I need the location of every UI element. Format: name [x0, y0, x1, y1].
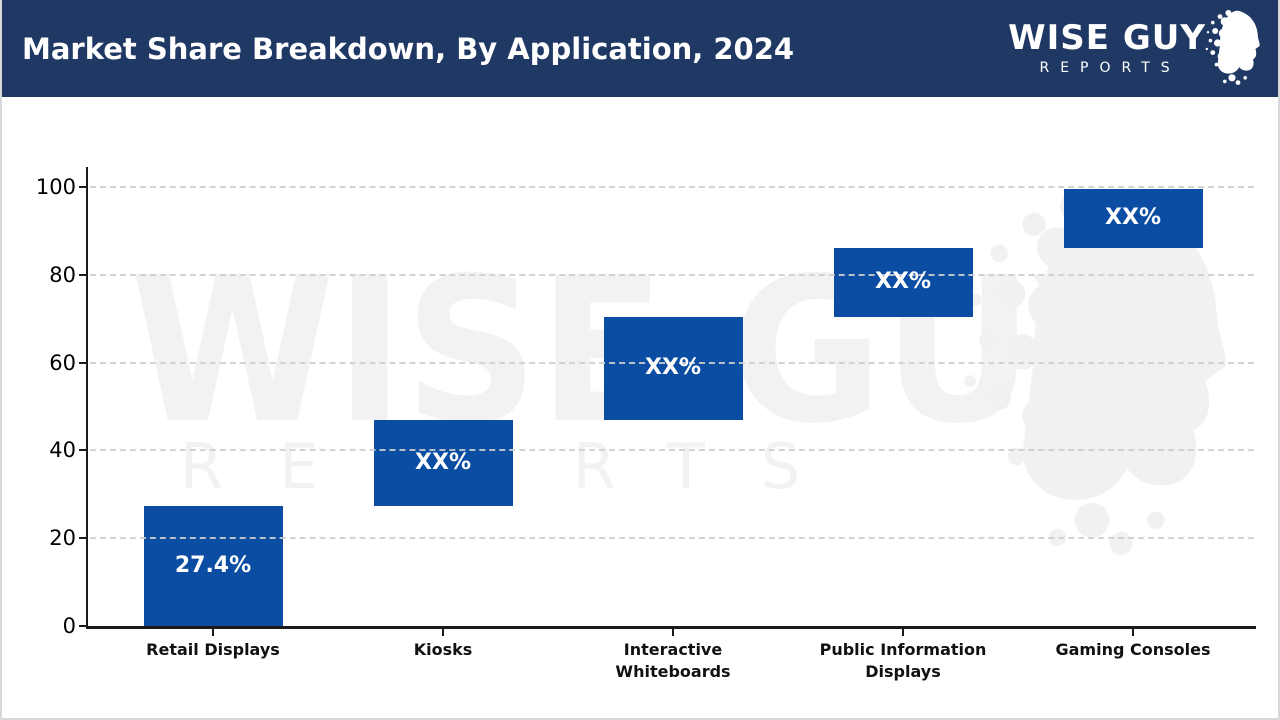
header-bar: Market Share Breakdown, By Application, …: [2, 0, 1278, 97]
y-tick-mark: [79, 537, 86, 540]
y-tick-mark: [79, 273, 86, 276]
logo-subtitle: REPORTS: [1039, 60, 1181, 76]
x-tick-mark: [442, 629, 444, 636]
bar-value-label: XX%: [645, 355, 701, 381]
y-tick-mark: [79, 361, 86, 364]
category-label: Gaming Consoles: [1055, 640, 1211, 659]
bar-segment: [603, 316, 743, 420]
y-tick-label: 100: [35, 175, 76, 199]
bar-segment: [833, 248, 973, 317]
x-tick-mark: [902, 629, 904, 636]
y-axis: [86, 167, 88, 628]
x-axis: [86, 626, 1256, 629]
y-tick-label: 60: [49, 350, 76, 375]
y-tick-mark: [79, 625, 86, 627]
y-tick-label: 20: [49, 526, 76, 551]
category-label: Public Information Displays: [819, 640, 987, 681]
bar-segment: [143, 505, 283, 626]
gridline-80: [90, 273, 1254, 276]
gridline-60: [90, 361, 1254, 364]
bar-segment: [1063, 188, 1203, 248]
x-tick-mark: [212, 629, 214, 636]
category-label: Kiosks: [413, 640, 473, 659]
gridline-40: [90, 449, 1254, 452]
logo-text: WISE GUY REPORTS: [1008, 21, 1206, 76]
wise-guy-face-icon: [1200, 7, 1264, 91]
y-tick-label: 40: [49, 438, 76, 463]
category-label: Interactive Whiteboards: [615, 640, 731, 681]
wise-guy-logo: WISE GUY REPORTS: [1008, 7, 1264, 91]
gridline-100: [90, 186, 1254, 188]
y-tick-mark: [79, 449, 86, 452]
logo-wordmark: WISE GUY: [1008, 18, 1206, 58]
bar-value-label: XX%: [415, 449, 471, 475]
category-label: Retail Displays: [146, 640, 280, 659]
x-tick-mark: [672, 629, 674, 636]
page-title: Market Share Breakdown, By Application, …: [22, 31, 795, 66]
bar-value-label: XX%: [1105, 205, 1161, 231]
bar-value-label: XX%: [875, 269, 931, 295]
x-tick-mark: [1132, 629, 1134, 636]
y-tick-label: 0: [62, 614, 76, 638]
bar-segment: [373, 419, 513, 506]
bar-value-label: 27.4%: [174, 552, 252, 578]
gridline-20: [90, 537, 1254, 540]
y-tick-mark: [79, 186, 86, 188]
y-tick-label: 80: [49, 262, 76, 287]
